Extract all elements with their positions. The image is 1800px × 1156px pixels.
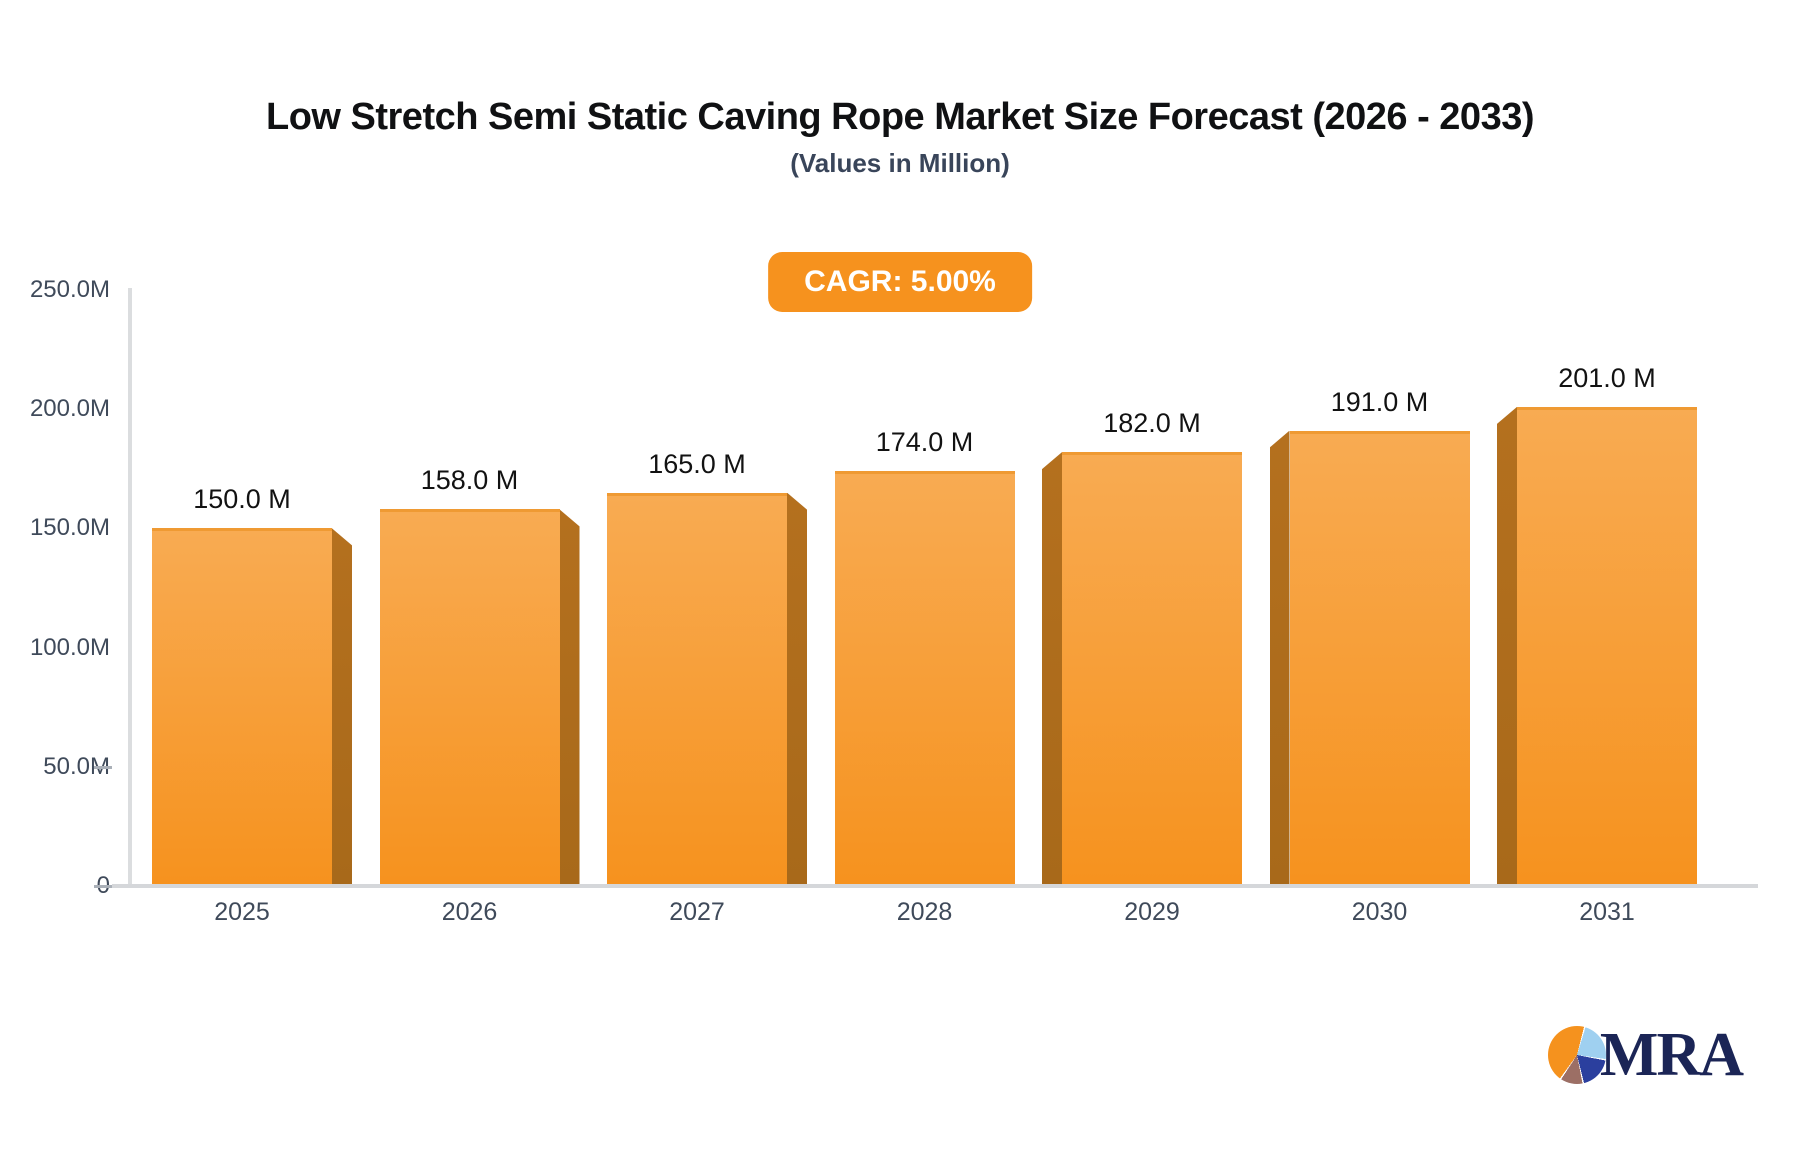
bar	[834, 471, 1015, 886]
bar-side-face	[1269, 430, 1290, 886]
bar-side-face	[559, 509, 580, 886]
x-axis-label: 2029	[1124, 898, 1180, 926]
logo-text: MRA	[1599, 1021, 1744, 1089]
bar	[1517, 406, 1697, 886]
bar	[607, 492, 787, 886]
bar-value-label: 158.0 M	[420, 465, 519, 496]
x-axis-label: 2031	[1579, 898, 1635, 926]
pie-chart-icon	[1547, 1026, 1606, 1084]
bar-value-label: 165.0 M	[648, 448, 746, 479]
chart-subtitle: (Values in Million)	[790, 148, 1010, 178]
bar	[1289, 430, 1470, 886]
bar-value-label: 191.0 M	[1330, 386, 1429, 417]
cagr-badge: CAGR: 5.00%	[768, 252, 1032, 312]
bar-side-face	[787, 492, 807, 886]
y-axis-tick	[94, 885, 112, 888]
bar	[379, 509, 560, 886]
y-axis-line	[128, 288, 132, 886]
y-axis-label: 250.0M	[29, 276, 110, 303]
bar-value-label: 174.0 M	[875, 427, 974, 458]
bar-value-label: 150.0 M	[193, 484, 291, 515]
logo: MRA	[1547, 1021, 1744, 1089]
x-axis-line	[112, 884, 1758, 888]
bar-value-label: 201.0 M	[1558, 362, 1656, 393]
x-axis-label: 2030	[1351, 898, 1408, 926]
y-axis-tick	[94, 765, 112, 769]
x-axis-label: 2028	[896, 898, 953, 926]
bar-side-face	[1497, 406, 1517, 886]
bar	[152, 528, 332, 886]
bar-side-face	[332, 528, 352, 886]
x-axis-label: 2025	[214, 898, 270, 926]
x-axis-label: 2026	[441, 898, 498, 926]
bar-value-label: 182.0 M	[1103, 408, 1201, 439]
bar-side-face	[1042, 452, 1062, 886]
y-axis-label: 100.0M	[29, 633, 110, 661]
x-axis-label: 2027	[669, 898, 725, 926]
y-axis-label: 150.0M	[29, 514, 110, 542]
chart-title: Low Stretch Semi Static Caving Rope Mark…	[265, 96, 1535, 138]
y-axis-label: 200.0M	[29, 395, 110, 423]
bar	[1062, 452, 1242, 886]
